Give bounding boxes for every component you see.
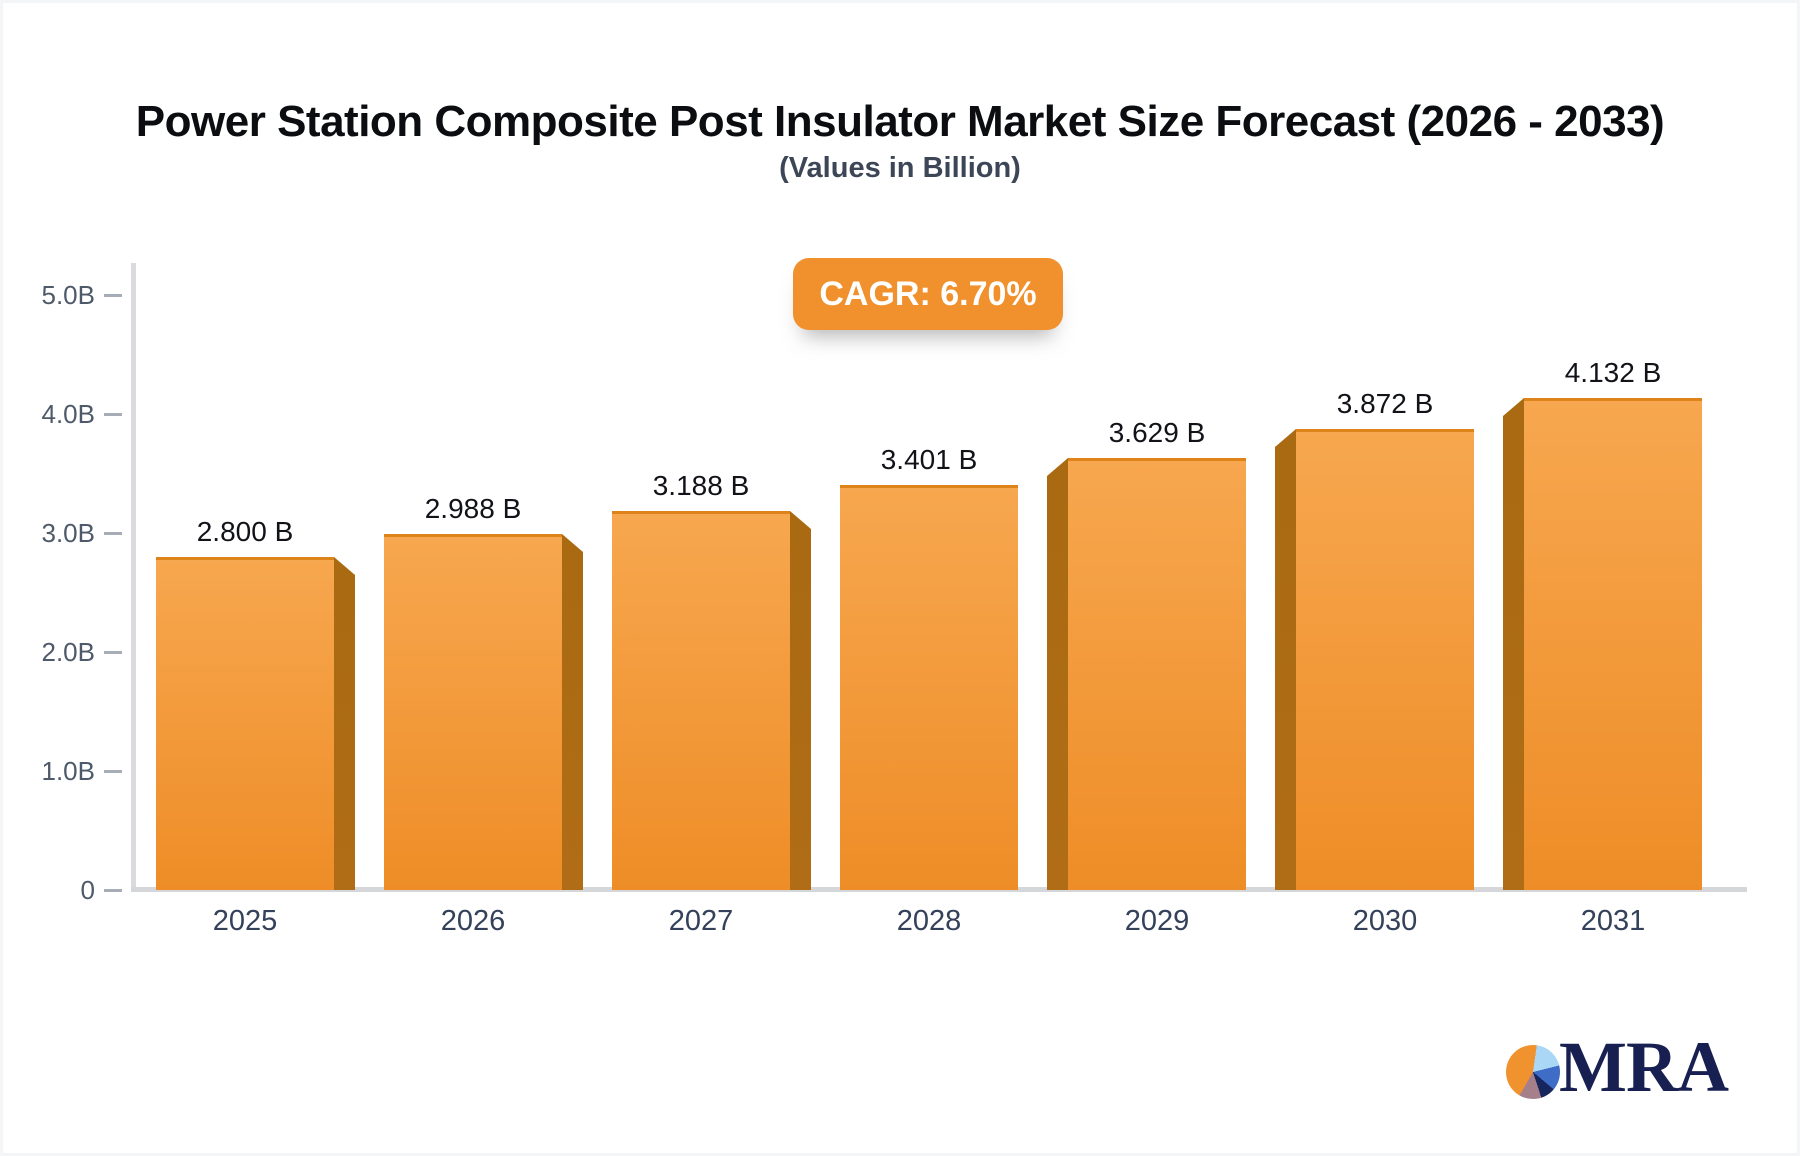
y-axis-tick-mark: [104, 651, 122, 654]
y-axis-tick-mark: [104, 532, 122, 535]
y-axis-tick-label: 5.0B: [41, 280, 96, 310]
y-axis-tick-mark: [104, 889, 122, 892]
bar-2031: [1524, 398, 1702, 890]
bar-2026-side-face: [562, 534, 583, 890]
y-axis-tick-label: 1.0B: [41, 756, 96, 786]
logo-text: MRA: [1559, 1027, 1729, 1107]
y-axis-tick-mark: [104, 413, 122, 416]
bar-2030-side-face: [1275, 429, 1296, 890]
bar-2027-side-face: [790, 511, 811, 890]
bar-value-label: 3.188 B: [652, 470, 750, 501]
plot-area: 5.0B 4.0B 3.0B 2.0B 1.0B 0 2.800 B 2025 2.988 B 2…: [3, 3, 1797, 1153]
bar-2025: [156, 557, 334, 890]
bar-value-label: 3.629 B: [1108, 417, 1206, 448]
x-axis-category-label: 2028: [896, 905, 962, 937]
bar-2030: [1296, 429, 1474, 890]
bar-value-label: 2.988 B: [424, 493, 522, 524]
y-axis-tick-label: 3.0B: [41, 518, 96, 548]
y-axis-tick-label: 4.0B: [41, 399, 96, 429]
bar-value-label: 3.872 B: [1336, 388, 1434, 419]
chart-title: Power Station Composite Post Insulator M…: [135, 97, 1665, 146]
y-axis-tick-mark: [104, 770, 122, 773]
y-axis-tick-label: 0: [80, 875, 95, 905]
bar-value-label: 3.401 B: [880, 444, 978, 475]
x-axis-category-label: 2030: [1352, 905, 1418, 937]
y-axis-tick-label: 2.0B: [41, 637, 96, 667]
cagr-badge: CAGR: 6.70%: [793, 258, 1063, 330]
x-axis-category-label: 2025: [212, 905, 278, 937]
x-axis-category-label: 2027: [668, 905, 734, 937]
y-axis-tick-mark: [104, 294, 122, 297]
x-axis-category-label: 2029: [1124, 905, 1190, 937]
bar-2025-side-face: [334, 557, 355, 890]
bar-2027: [612, 511, 790, 890]
x-axis-category-label: 2026: [440, 905, 506, 937]
bar-2026: [384, 534, 562, 890]
bar-2029-side-face: [1047, 458, 1068, 890]
bar-2028: [840, 485, 1018, 890]
mra-logo: MRA: [1503, 1028, 1743, 1118]
x-axis-category-label: 2031: [1580, 905, 1646, 937]
pie-chart-logo-icon: [1506, 1045, 1560, 1099]
chart-subtitle: (Values in Billion): [779, 152, 1021, 184]
bar-value-label: 4.132 B: [1564, 357, 1662, 388]
y-axis-line: [131, 263, 136, 890]
bar-2031-side-face: [1503, 398, 1524, 890]
bar-2029: [1068, 458, 1246, 890]
bar-value-label: 2.800 B: [196, 516, 294, 547]
